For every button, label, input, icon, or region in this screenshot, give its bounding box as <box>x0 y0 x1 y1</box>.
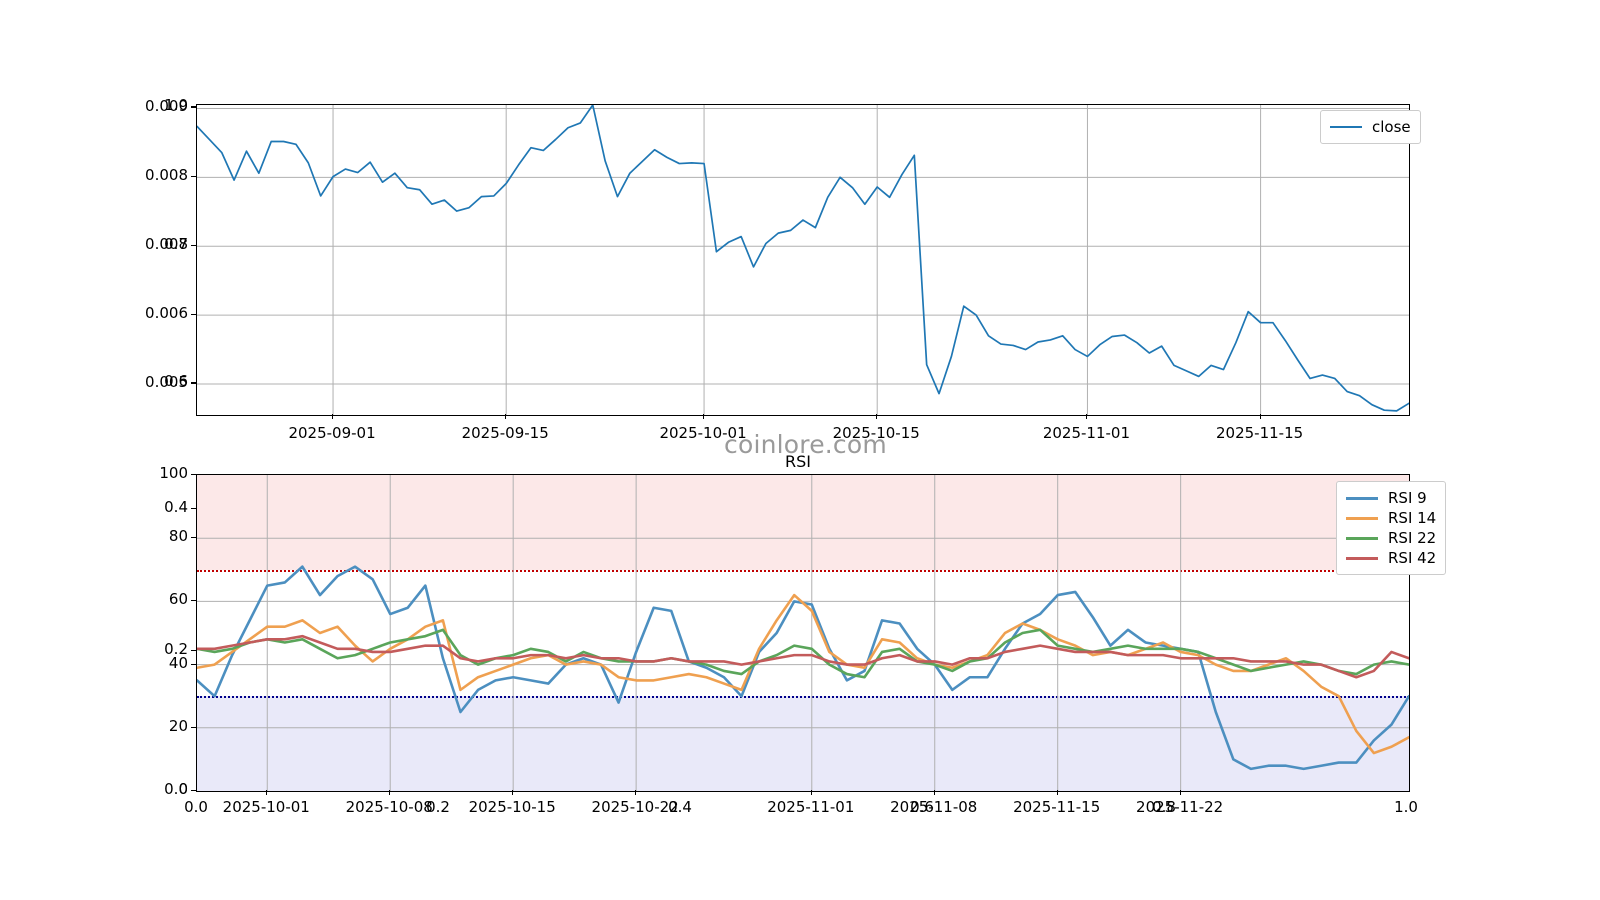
price-x-tick-mark <box>505 414 507 419</box>
rsi-y-tick-label: 20 <box>168 716 188 735</box>
price-x-tick-label: 2025-10-01 <box>659 424 747 442</box>
price-x-tick-mark <box>876 414 878 419</box>
rsi-x-tick-label: 2025-11-22 <box>1136 798 1224 816</box>
price-y-tick-mark-secondary <box>191 245 196 246</box>
legend-item-label: RSI 9 <box>1388 489 1427 507</box>
rsi-y-tick-label-secondary: 0.2 <box>164 640 188 658</box>
rsi-x-tick-label-secondary: 0.8 <box>1152 798 1176 816</box>
rsi-y-tick-mark <box>191 663 196 665</box>
price-x-tick-label: 2025-11-01 <box>1042 424 1131 442</box>
price-x-tick-label: 2025-11-15 <box>1215 424 1304 442</box>
price-y-tick-mark <box>191 383 196 384</box>
rsi-x-tick-label-secondary: 1.0 <box>1394 798 1418 816</box>
rsi-x-tick-mark <box>266 790 268 795</box>
legend-item[interactable]: RSI 42 <box>1346 548 1436 568</box>
rsi-y-tick-label-secondary: 0.4 <box>164 498 188 516</box>
rsi-x-tick-label: 2025-10-15 <box>468 798 556 816</box>
rsi-y-tick-mark-secondary <box>191 508 196 509</box>
price-y-tick-label: 0.009 <box>145 97 188 116</box>
rsi-x-tick-label-secondary: 0.6 <box>910 798 934 816</box>
rsi-x-tick-mark <box>635 790 637 795</box>
rsi-x-tick-label: 2025-10-01 <box>222 798 310 816</box>
rsi-x-tick-label: 2025-11-01 <box>767 798 855 816</box>
rsi-y-tick-mark-secondary <box>191 650 196 651</box>
legend-item-label: RSI 42 <box>1388 549 1437 567</box>
legend-item[interactable]: RSI 22 <box>1346 528 1436 548</box>
rsi-x-tick-mark <box>389 790 391 795</box>
rsi-x-tick-mark <box>1056 790 1058 795</box>
oversold-threshold-line <box>197 696 1409 699</box>
price-y-tick-mark <box>191 107 196 109</box>
price-chart-plot-area <box>196 104 1410 416</box>
price-chart-legend[interactable]: close <box>1320 110 1421 144</box>
rsi-x-tick-label-secondary: 0.4 <box>668 798 692 816</box>
price-x-tick-mark <box>332 414 334 419</box>
rsi-chart-title: RSI <box>785 452 811 471</box>
legend-item[interactable]: RSI 14 <box>1346 508 1436 528</box>
rsi-y-tick-label: 80 <box>168 527 188 546</box>
legend-item-label: close <box>1372 118 1411 136</box>
price-x-tick-label: 2025-09-15 <box>461 424 549 442</box>
rsi-y-tick-mark <box>191 600 196 602</box>
price-y-tick-label-secondary: 1.0 <box>164 96 188 114</box>
rsi-x-tick-label: 2025-10-22 <box>591 798 679 816</box>
price-y-tick-label: 0.008 <box>145 166 188 185</box>
rsi-y-tick-mark-secondary <box>191 790 196 791</box>
price-x-tick-mark <box>1259 414 1261 419</box>
rsi-x-tick-mark <box>1179 790 1181 795</box>
legend-item-label: RSI 14 <box>1388 509 1437 527</box>
legend-line-swatch <box>1346 556 1378 560</box>
legend-line-swatch <box>1330 126 1362 128</box>
rsi-chart-plot-area <box>196 474 1410 792</box>
rsi-x-tick-mark <box>810 790 812 795</box>
price-x-tick-label: 2025-10-15 <box>832 424 920 442</box>
price-y-tick-mark-secondary <box>191 382 196 383</box>
legend-line-swatch <box>1346 516 1378 520</box>
legend-item-label: RSI 22 <box>1388 529 1437 547</box>
rsi-y-tick-mark <box>191 537 196 539</box>
price-y-tick-mark-secondary <box>191 106 196 107</box>
legend-item[interactable]: close <box>1330 117 1411 137</box>
rsi-lines-svg <box>197 475 1409 791</box>
price-x-tick-mark <box>1086 414 1088 419</box>
price-line-svg <box>197 105 1409 415</box>
price-y-tick-label-secondary: 0.8 <box>164 235 188 253</box>
rsi-x-tick-mark <box>512 790 514 795</box>
rsi-y-tick-mark <box>191 474 196 475</box>
rsi-y-tick-label: 60 <box>168 590 188 609</box>
price-y-tick-label-secondary: 0.6 <box>164 372 188 390</box>
price-y-tick-label: 0.005 <box>145 373 188 391</box>
legend-item[interactable]: RSI 9 <box>1346 488 1436 508</box>
rsi-y-tick-mark <box>191 726 196 728</box>
rsi-x-tick-label: 2025-11-15 <box>1013 798 1101 816</box>
price-y-tick-label: 0.006 <box>145 304 188 323</box>
overbought-band <box>197 475 1409 570</box>
rsi-y-tick-label: 100 <box>159 464 188 482</box>
rsi-y-tick-label-secondary: 0.0 <box>164 780 188 798</box>
price-x-tick-mark <box>703 414 705 419</box>
watermark: coinlore.com <box>724 430 887 459</box>
overbought-threshold-line <box>197 569 1409 572</box>
oversold-band <box>197 696 1409 791</box>
rsi-x-tick-label-secondary: 0.0 <box>184 798 208 816</box>
rsi-chart-legend[interactable]: RSI 9 RSI 14 RSI 22 RSI 42 <box>1336 481 1447 575</box>
legend-line-swatch <box>1346 496 1378 500</box>
price-x-tick-label: 2025-09-01 <box>288 424 376 442</box>
price-y-tick-mark <box>191 314 196 316</box>
rsi-x-tick-label: 2025-10-08 <box>345 798 433 816</box>
price-y-tick-mark <box>191 176 196 178</box>
legend-line-swatch <box>1346 536 1378 540</box>
rsi-y-tick-label: 0 <box>178 780 188 798</box>
rsi-x-tick-label-secondary: 0.2 <box>426 798 450 816</box>
price-y-tick-label: 0.007 <box>145 235 188 254</box>
rsi-y-tick-label: 40 <box>168 653 188 672</box>
rsi-x-tick-label: 2025-11-08 <box>890 798 978 816</box>
rsi-x-tick-mark <box>933 790 935 795</box>
